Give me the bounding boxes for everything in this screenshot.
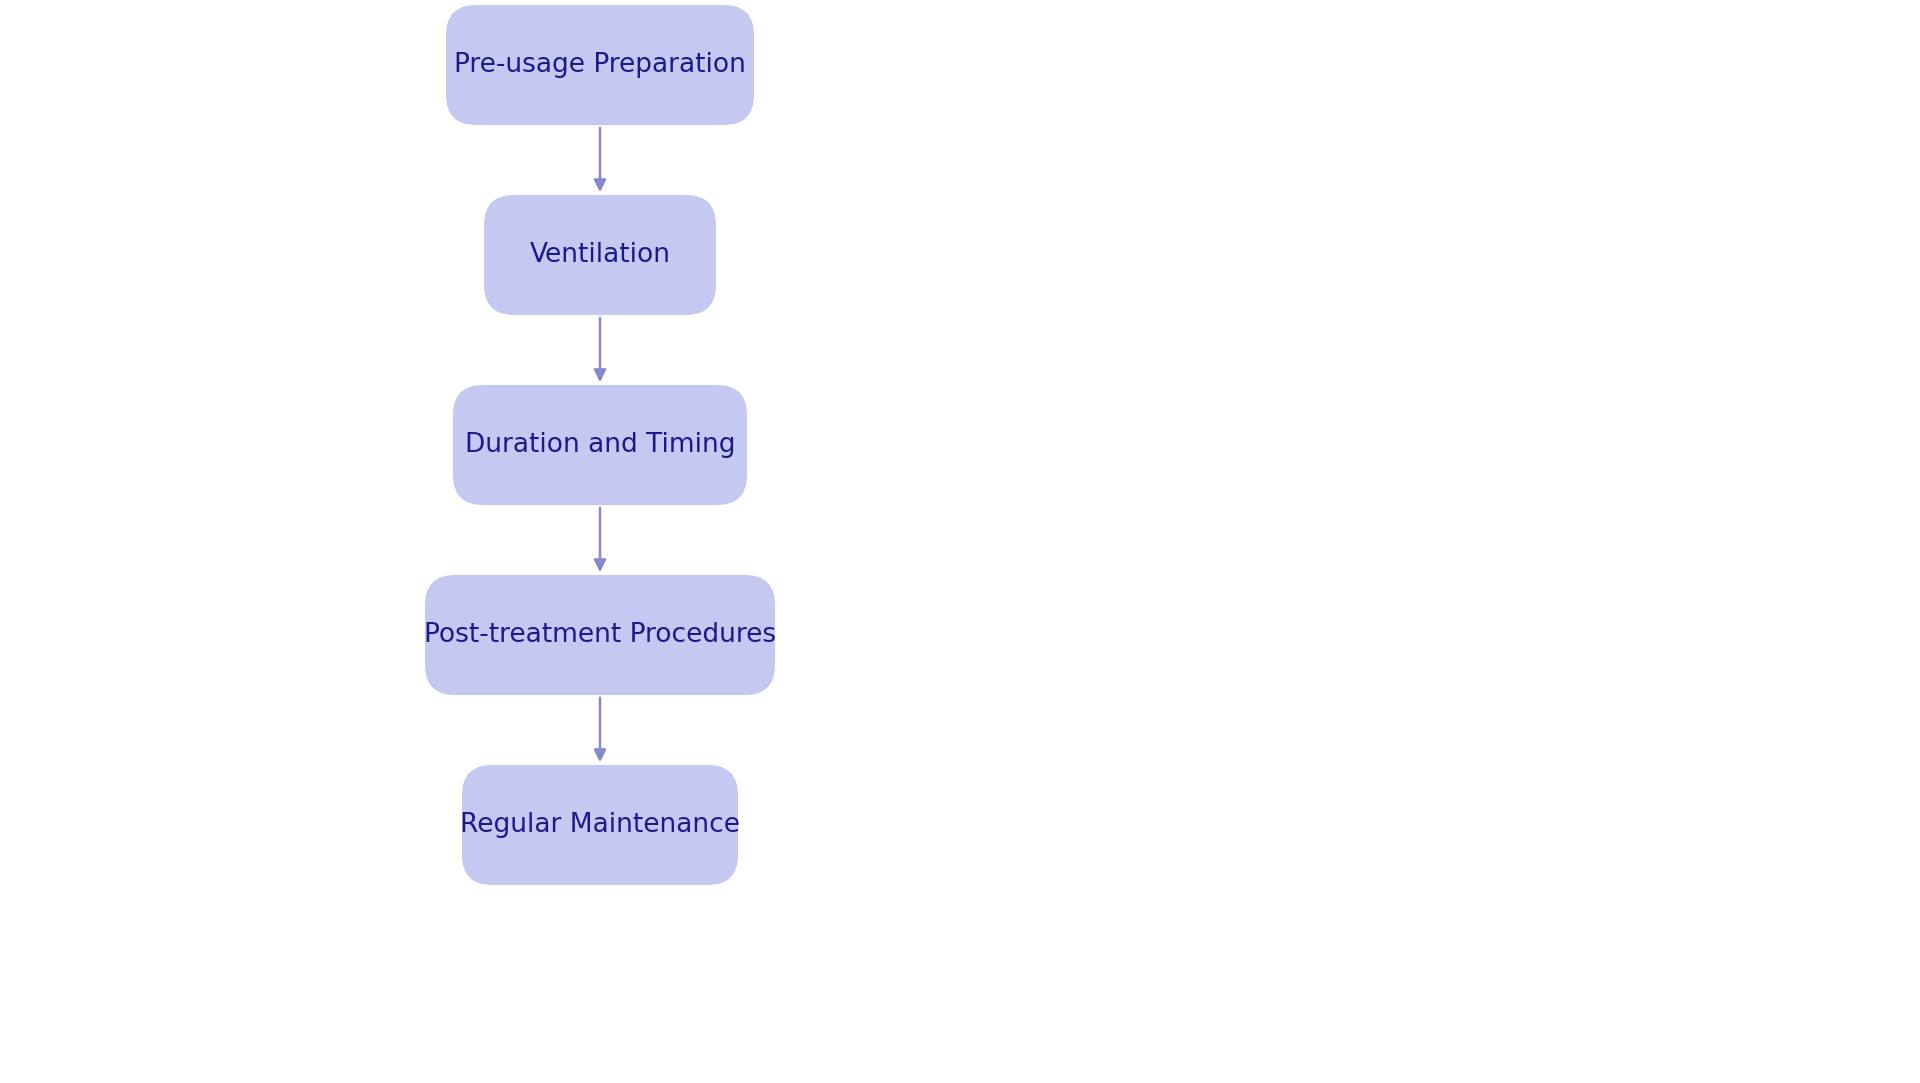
FancyBboxPatch shape [463, 765, 737, 885]
Text: Duration and Timing: Duration and Timing [465, 432, 735, 458]
Text: Pre-usage Preparation: Pre-usage Preparation [453, 52, 747, 78]
Text: Regular Maintenance: Regular Maintenance [461, 812, 739, 838]
FancyBboxPatch shape [453, 384, 747, 505]
FancyBboxPatch shape [445, 5, 755, 125]
FancyBboxPatch shape [484, 195, 716, 315]
Text: Ventilation: Ventilation [530, 242, 670, 268]
FancyBboxPatch shape [424, 575, 776, 695]
Text: Post-treatment Procedures: Post-treatment Procedures [424, 622, 776, 648]
